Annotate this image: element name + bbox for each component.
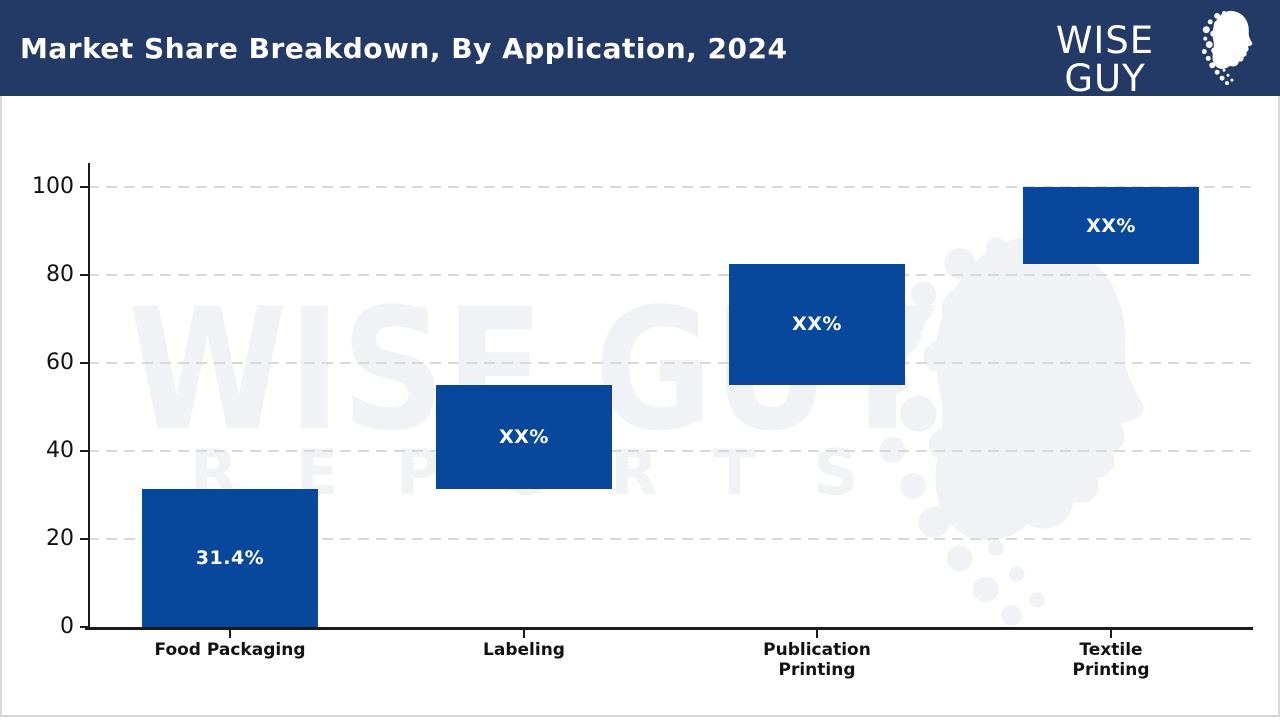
header-band: Market Share Breakdown, By Application, … xyxy=(0,0,1280,116)
y-axis-tick xyxy=(80,626,88,628)
y-axis-line xyxy=(88,163,90,627)
x-axis-tick xyxy=(523,630,525,638)
logo-text: WISE GUY REPORTS xyxy=(1016,19,1194,117)
y-tick-label: 0 xyxy=(60,614,74,639)
bar-value-label: 31.4% xyxy=(195,546,265,569)
gridline xyxy=(88,450,1256,452)
gridline xyxy=(88,274,1256,276)
x-axis-tick xyxy=(1110,630,1112,638)
x-tick-label: Food Packaging xyxy=(154,640,306,660)
y-tick-label: 40 xyxy=(46,438,74,463)
gridline xyxy=(88,362,1256,364)
bar-food-packaging: 31.4% xyxy=(142,488,318,627)
bar-publication-printing: XX% xyxy=(729,264,905,385)
y-axis-tick xyxy=(80,186,88,188)
y-axis-tick xyxy=(80,538,88,540)
y-tick-label: 80 xyxy=(46,262,74,287)
y-axis-tick xyxy=(80,274,88,276)
watermark-head-icon xyxy=(879,237,1144,626)
bar-value-label: XX% xyxy=(1086,214,1136,237)
x-axis-line xyxy=(85,627,1253,630)
y-tick-label: 20 xyxy=(46,526,74,551)
bar-value-label: XX% xyxy=(792,313,842,336)
y-axis-tick xyxy=(80,450,88,452)
x-tick-label: Labeling xyxy=(483,640,565,660)
x-axis-tick xyxy=(229,630,231,638)
gridline xyxy=(88,186,1256,188)
wise-guy-reports-logo: WISE GUY REPORTS xyxy=(1016,6,1266,116)
bar-value-label: XX% xyxy=(499,425,549,448)
logo-wordmark: WISE GUY xyxy=(1055,19,1155,100)
y-axis-tick xyxy=(80,362,88,364)
x-axis-tick xyxy=(816,630,818,638)
chart-title: Market Share Breakdown, By Application, … xyxy=(20,31,788,65)
y-tick-label: 100 xyxy=(32,174,74,199)
y-tick-label: 60 xyxy=(46,350,74,375)
bar-labeling: XX% xyxy=(436,384,612,489)
x-tick-label: Textile Printing xyxy=(1072,640,1150,680)
logo-head-icon xyxy=(1201,10,1253,86)
bar-textile-printing: XX% xyxy=(1023,187,1199,264)
x-tick-label: Publication Printing xyxy=(763,640,871,680)
logo-subtitle: REPORTS xyxy=(1038,101,1182,116)
gridline xyxy=(88,538,1256,540)
